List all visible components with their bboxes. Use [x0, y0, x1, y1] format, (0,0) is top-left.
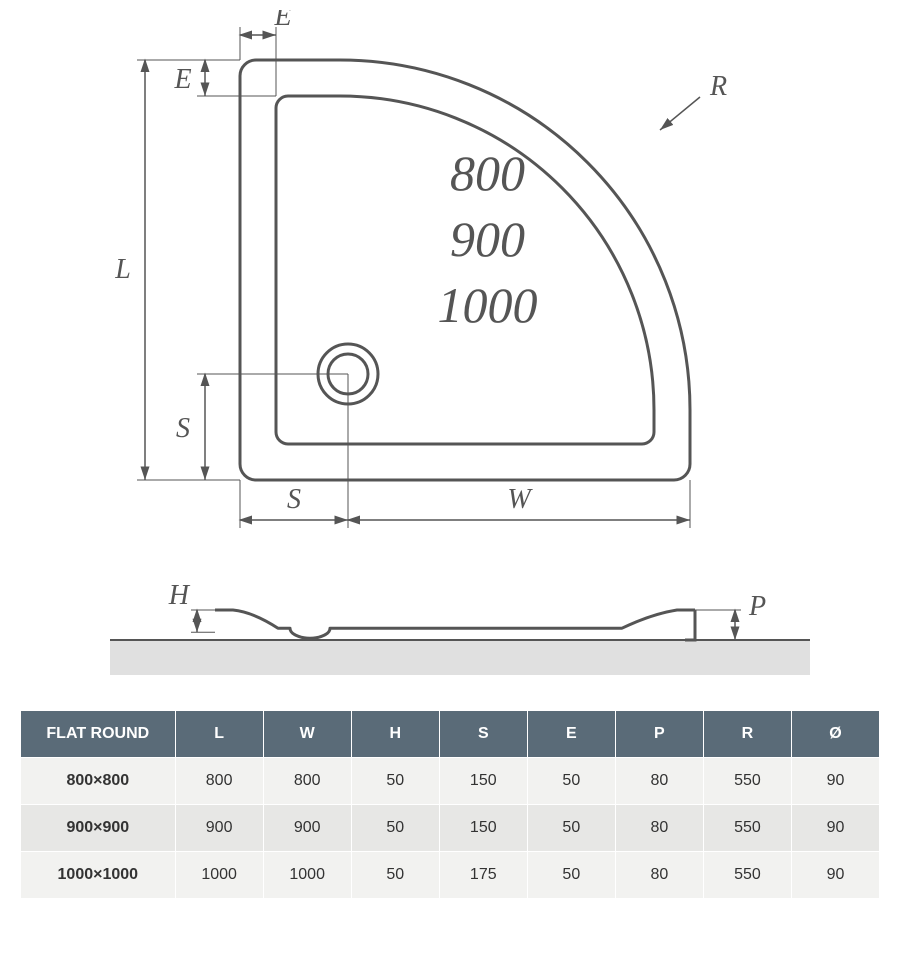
table-header: Ø	[791, 711, 879, 758]
table-header: E	[527, 711, 615, 758]
data-cell: 800	[175, 758, 263, 805]
data-cell: 900	[175, 805, 263, 852]
table-row: 900×90090090050150508055090	[21, 805, 880, 852]
svg-text:S: S	[176, 413, 190, 444]
data-cell: 90	[791, 758, 879, 805]
table-header: L	[175, 711, 263, 758]
svg-text:E: E	[273, 10, 291, 32]
dimensions-table: FLAT ROUNDLWHSEPRØ 800×80080080050150508…	[20, 710, 880, 899]
data-cell: 175	[439, 852, 527, 899]
data-cell: 50	[527, 805, 615, 852]
svg-text:E: E	[173, 64, 191, 95]
svg-text:H: H	[168, 580, 191, 611]
data-cell: 80	[615, 852, 703, 899]
data-cell: 80	[615, 805, 703, 852]
data-cell: 1000	[263, 852, 351, 899]
data-cell: 900	[263, 805, 351, 852]
data-cell: 50	[351, 852, 439, 899]
side-view-svg: HP	[20, 530, 880, 700]
data-cell: 50	[351, 805, 439, 852]
data-cell: 1000	[175, 852, 263, 899]
data-cell: 550	[703, 852, 791, 899]
table-header: S	[439, 711, 527, 758]
svg-text:S: S	[287, 484, 301, 515]
data-cell: 150	[439, 758, 527, 805]
svg-text:R: R	[709, 71, 727, 102]
top-view-svg: 800 900 1000 E E L S S W R	[20, 10, 880, 530]
row-head-cell: 800×800	[21, 758, 176, 805]
data-cell: 550	[703, 805, 791, 852]
data-cell: 80	[615, 758, 703, 805]
data-cell: 50	[527, 758, 615, 805]
svg-text:1000: 1000	[438, 277, 538, 333]
svg-text:900: 900	[450, 211, 525, 267]
data-cell: 50	[527, 852, 615, 899]
data-cell: 50	[351, 758, 439, 805]
technical-diagram: 8009001000EELSSWR HP	[20, 10, 880, 710]
svg-text:P: P	[748, 591, 766, 622]
table-row: 800×80080080050150508055090	[21, 758, 880, 805]
table-header: P	[615, 711, 703, 758]
table-header: R	[703, 711, 791, 758]
table-header: FLAT ROUND	[21, 711, 176, 758]
table-header: H	[351, 711, 439, 758]
row-head-cell: 900×900	[21, 805, 176, 852]
data-cell: 90	[791, 852, 879, 899]
table-row: 1000×10001000100050175508055090	[21, 852, 880, 899]
svg-text:800: 800	[450, 145, 525, 201]
data-cell: 550	[703, 758, 791, 805]
row-head-cell: 1000×1000	[21, 852, 176, 899]
table-header: W	[263, 711, 351, 758]
data-cell: 800	[263, 758, 351, 805]
data-cell: 150	[439, 805, 527, 852]
svg-text:L: L	[114, 254, 131, 285]
data-cell: 90	[791, 805, 879, 852]
svg-text:W: W	[507, 484, 533, 515]
